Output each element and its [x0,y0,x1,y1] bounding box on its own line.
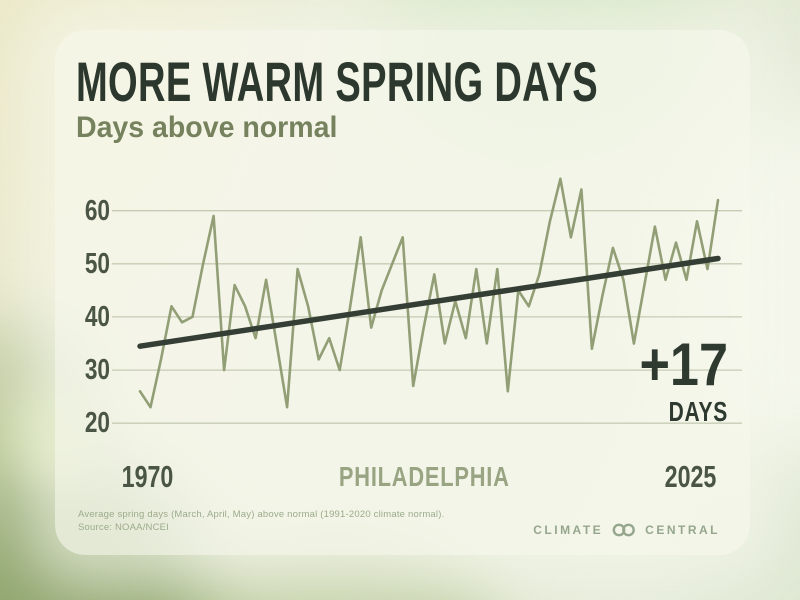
trend-line [137,255,721,349]
trend-annotation: +17 DAYS [560,334,728,426]
x-axis-label-end: 2025 [664,459,717,494]
y-axis-tick-label: 30 [84,354,110,387]
location-label: PHILADELPHIA [338,461,510,492]
footnote-line2: Source: NOAA/NCEI [78,522,170,533]
y-axis-tick-label: 50 [84,247,110,280]
y-axis-tick-label: 60 [84,194,110,227]
chart-subtitle: Days above normal [76,111,338,144]
infinity-icon [612,523,636,537]
trend-annotation-unit: DAYS [668,396,728,427]
logo-word-climate: CLIMATE [533,523,604,537]
page-title: MORE WARM SPRING DAYS [76,50,598,113]
y-axis-tick-label: 20 [84,407,110,440]
chart-panel [55,30,750,555]
gridlines [112,210,742,424]
logo-word-central: CENTRAL [645,523,720,537]
y-axis-tick-label: 40 [84,300,110,333]
methodology-footnote: Average spring days (March, April, May) … [78,508,444,534]
climate-central-logo: CLIMATE CENTRAL [520,522,720,538]
x-axis-label-start: 1970 [121,459,174,494]
footnote-line1: Average spring days (March, April, May) … [78,509,445,520]
trend-annotation-value: +17 [639,331,728,398]
